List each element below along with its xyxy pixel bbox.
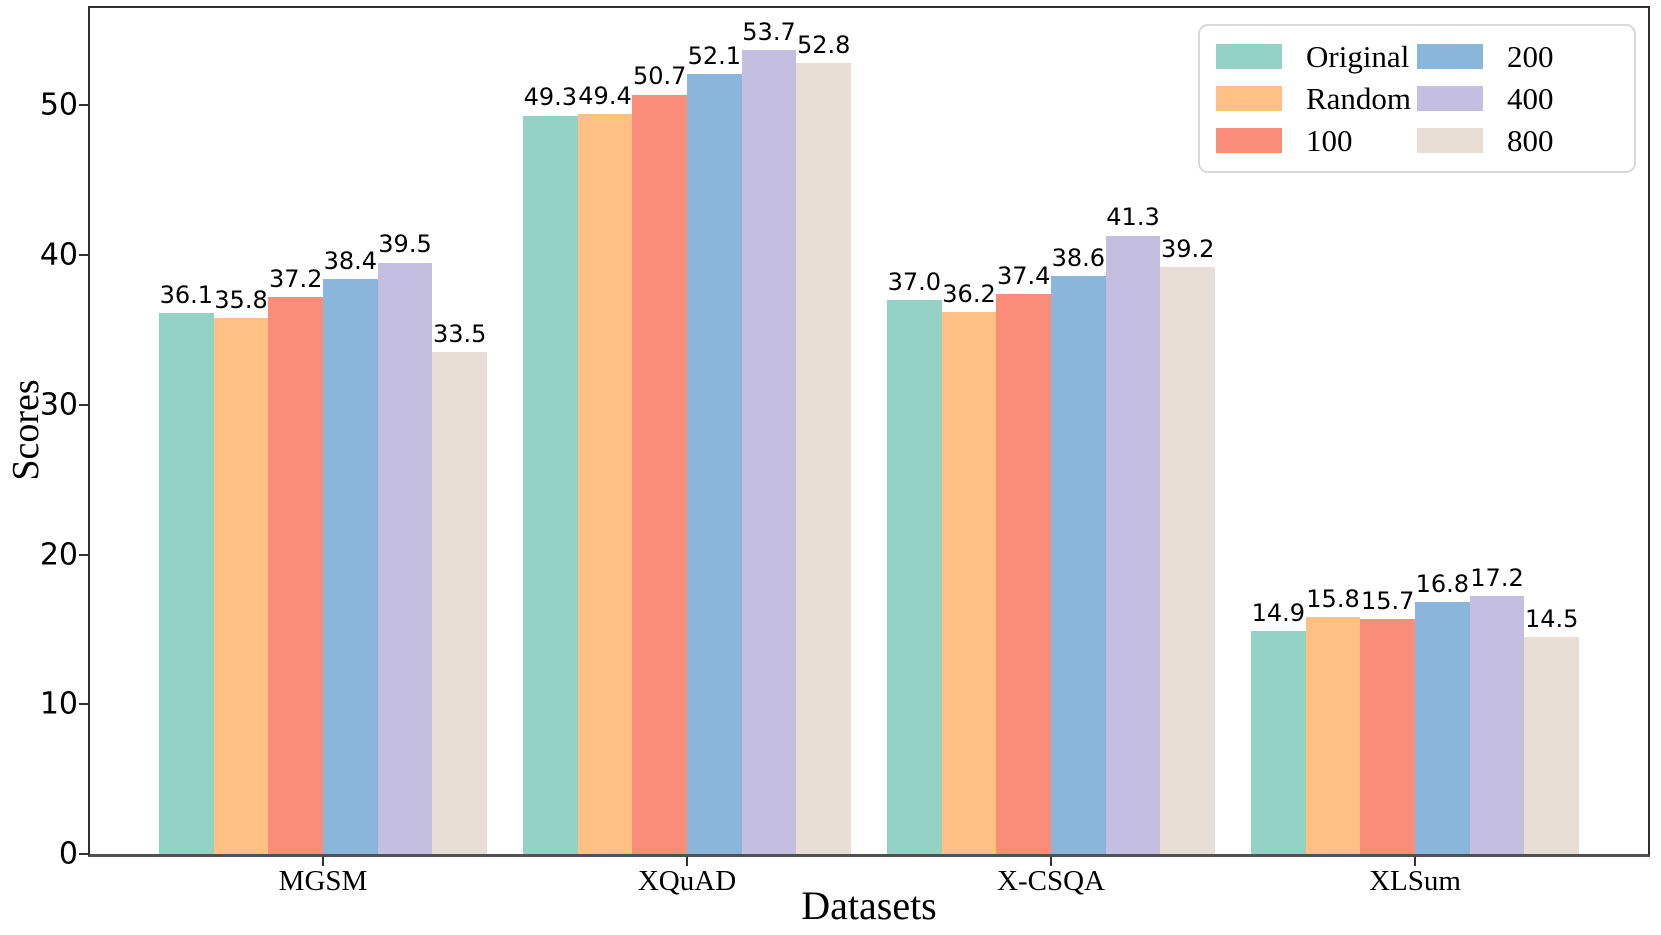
bar-XQuAD-200 bbox=[687, 73, 742, 854]
bar-X-CSQA-200 bbox=[1051, 276, 1106, 854]
legend-label: 200 bbox=[1507, 39, 1554, 75]
bar-value-label: 14.5 bbox=[1524, 604, 1579, 633]
bar-X-CSQA-400 bbox=[1105, 235, 1161, 854]
bar-X-CSQA-Original bbox=[887, 299, 942, 854]
bar-MGSM-400 bbox=[377, 262, 433, 854]
y-tick-label: 50 bbox=[39, 87, 78, 123]
bar-XQuAD-800 bbox=[796, 63, 851, 854]
bar-XQuAD-Original bbox=[523, 115, 578, 854]
y-tick-label: 20 bbox=[39, 537, 78, 573]
bar-value-label: 33.5 bbox=[432, 320, 487, 348]
bar-value-label: 36.1 bbox=[159, 281, 214, 310]
legend: Original Random 100 200 400 800 bbox=[1198, 24, 1636, 173]
legend-label: 400 bbox=[1507, 80, 1554, 116]
bar-XLSum-400 bbox=[1469, 596, 1525, 854]
bar-value-label: 53.7 bbox=[742, 17, 796, 46]
bar-XLSum-Random bbox=[1305, 617, 1361, 854]
x-tick-mark bbox=[1414, 857, 1416, 866]
legend-item-100: 100 bbox=[1216, 125, 1417, 156]
legend-label: Original bbox=[1306, 39, 1410, 75]
bar-value-label: 35.8 bbox=[214, 285, 268, 314]
bar-value-label: 37.4 bbox=[996, 261, 1051, 290]
bar-XLSum-800 bbox=[1524, 636, 1579, 854]
bar-value-label: 37.0 bbox=[887, 267, 942, 296]
bar-value-label: 49.3 bbox=[523, 83, 578, 112]
bar-XQuAD-100 bbox=[632, 94, 687, 854]
bar-XQuAD-Random bbox=[577, 114, 633, 854]
bar-XLSum-100 bbox=[1360, 618, 1415, 854]
y-tick-label: 30 bbox=[39, 387, 78, 423]
legend-swatch bbox=[1216, 44, 1282, 70]
bar-value-label: 36.2 bbox=[942, 279, 996, 308]
bar-value-label: 38.6 bbox=[1051, 243, 1106, 272]
legend-swatch bbox=[1216, 127, 1282, 153]
legend-swatch bbox=[1417, 44, 1483, 70]
bar-X-CSQA-Random bbox=[941, 311, 997, 854]
x-tick-mark bbox=[1050, 857, 1052, 866]
y-tick-mark bbox=[79, 853, 88, 855]
x-tick-mark bbox=[686, 857, 688, 866]
x-tick-label: X-CSQA bbox=[997, 865, 1105, 897]
bar-value-label: 16.8 bbox=[1415, 570, 1470, 599]
bar-value-label: 52.8 bbox=[796, 31, 851, 60]
y-tick-label: 10 bbox=[39, 686, 78, 722]
y-tick-mark bbox=[79, 254, 88, 257]
bar-value-label: 50.7 bbox=[632, 62, 687, 91]
bar-value-label: 41.3 bbox=[1106, 203, 1160, 232]
bar-MGSM-Original bbox=[159, 313, 214, 854]
y-tick-mark bbox=[79, 403, 88, 406]
y-tick-mark bbox=[79, 104, 88, 107]
x-tick-label: XLSum bbox=[1369, 865, 1461, 897]
legend-item-Random: Random bbox=[1216, 83, 1417, 114]
legend-item-400: 400 bbox=[1417, 83, 1618, 114]
bar-value-label: 37.2 bbox=[268, 264, 323, 293]
legend-label: 100 bbox=[1306, 122, 1353, 158]
legend-item-200: 200 bbox=[1417, 41, 1618, 72]
bar-value-label: 49.4 bbox=[578, 81, 632, 110]
bar-X-CSQA-100 bbox=[996, 294, 1051, 854]
bar-MGSM-Random bbox=[213, 317, 269, 854]
bar-XLSum-Original bbox=[1251, 630, 1306, 854]
bar-MGSM-200 bbox=[323, 279, 378, 854]
bar-XQuAD-400 bbox=[741, 49, 797, 854]
legend-swatch bbox=[1417, 85, 1483, 111]
legend-swatch bbox=[1417, 127, 1483, 153]
legend-label: 800 bbox=[1507, 122, 1554, 158]
bar-value-label: 17.2 bbox=[1470, 564, 1524, 593]
bar-value-label: 38.4 bbox=[323, 246, 378, 275]
bar-value-label: 15.8 bbox=[1306, 585, 1360, 614]
x-tick-label: MGSM bbox=[278, 865, 368, 897]
bar-MGSM-800 bbox=[432, 352, 487, 854]
legend-item-Original: Original bbox=[1216, 41, 1417, 72]
legend-swatch bbox=[1216, 85, 1282, 111]
y-tick-label: 0 bbox=[58, 836, 78, 872]
y-tick-mark bbox=[79, 703, 88, 706]
y-tick-mark bbox=[79, 553, 88, 556]
legend-item-800: 800 bbox=[1417, 125, 1618, 156]
bar-value-label: 39.5 bbox=[378, 230, 432, 259]
y-tick-label: 40 bbox=[39, 237, 78, 273]
legend-label: Random bbox=[1306, 80, 1412, 116]
bar-X-CSQA-800 bbox=[1160, 267, 1215, 854]
x-tick-mark bbox=[322, 857, 324, 866]
bar-value-label: 15.7 bbox=[1360, 586, 1415, 615]
bar-value-label: 39.2 bbox=[1160, 234, 1215, 263]
x-tick-label: XQuAD bbox=[637, 865, 737, 897]
bar-value-label: 14.9 bbox=[1251, 598, 1306, 627]
bar-value-label: 52.1 bbox=[687, 41, 742, 70]
bar-XLSum-200 bbox=[1415, 602, 1470, 854]
x-axis-title: Datasets bbox=[801, 883, 937, 928]
bar-MGSM-100 bbox=[268, 297, 323, 854]
